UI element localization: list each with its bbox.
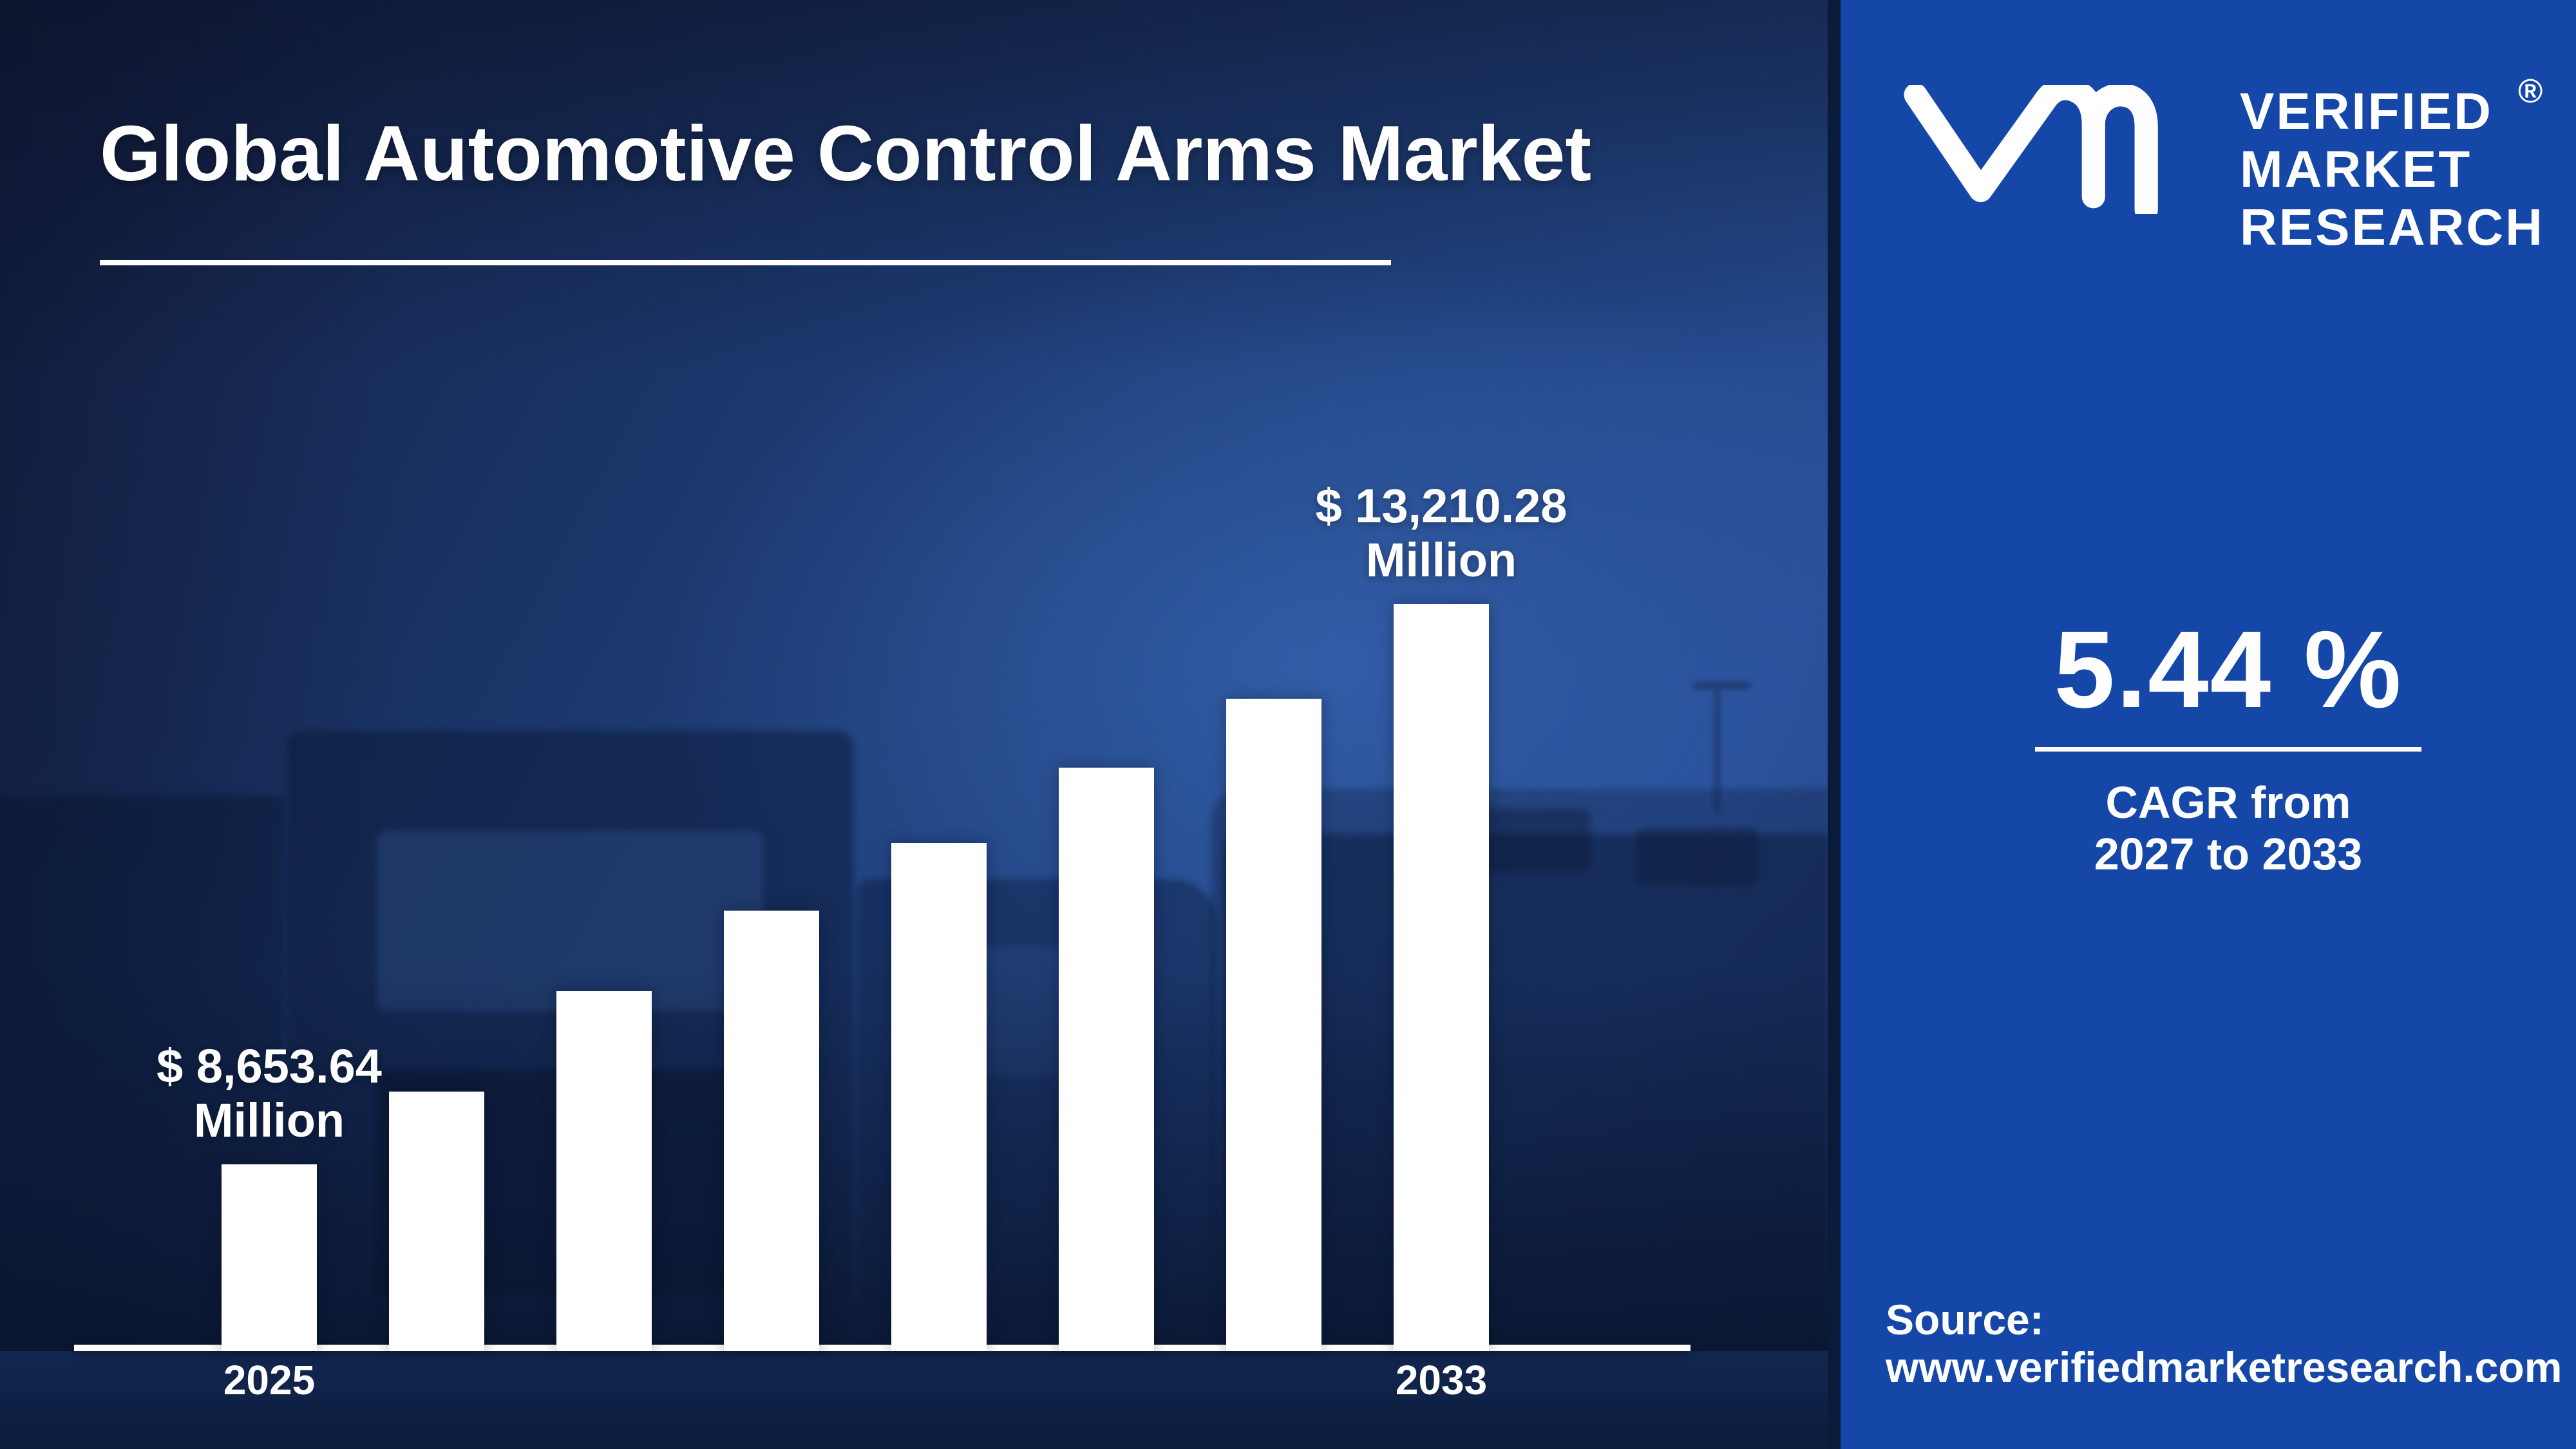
bar-unlabeled-6 xyxy=(1059,768,1154,1351)
x-tick-label: 2025 xyxy=(223,1357,316,1403)
title-underline xyxy=(100,260,1391,265)
bar-2033 xyxy=(1394,604,1489,1351)
bar-value-label: $ 13,210.28 Million xyxy=(1315,479,1567,587)
x-tick-label: 2033 xyxy=(1395,1357,1488,1403)
bar-unlabeled-3 xyxy=(556,991,652,1351)
source-block: Source: www.verifiedmarketresearch.com xyxy=(1886,1296,2562,1391)
source-url[interactable]: www.verifiedmarketresearch.com xyxy=(1886,1343,2562,1391)
brand-wordmark: VERIFIED MARKET RESEARCH xyxy=(2240,82,2544,256)
page-title: Global Automotive Control Arms Market xyxy=(100,109,1591,197)
bar-unlabeled-5 xyxy=(891,843,987,1351)
street-lamp-silhouette xyxy=(1692,683,1750,688)
bar-unlabeled-4 xyxy=(724,911,819,1351)
source-label: Source: xyxy=(1886,1296,2044,1343)
bar-chart: 2025 $ 8,653.64 Million 2033 $ 13,210.28 Mill… xyxy=(74,479,1690,1403)
cagr-value: 5.44 % xyxy=(2054,609,2403,731)
vm-logo-icon xyxy=(1904,85,2158,214)
panel-divider xyxy=(1828,0,1841,1449)
street-lamp-silhouette xyxy=(1715,690,1719,813)
truck-row-silhouette xyxy=(1636,828,1758,886)
info-panel: VERIFIED MARKET RESEARCH ® 5.44 % CAGR f… xyxy=(1841,0,2576,1449)
cagr-caption-line2: 2027 to 2033 xyxy=(2094,829,2363,879)
cagr-caption-line1: CAGR from xyxy=(2105,777,2351,828)
bar-unlabeled-7 xyxy=(1226,699,1321,1351)
bar-unlabeled-2 xyxy=(389,1092,484,1351)
brand-line-research: RESEARCH xyxy=(2240,198,2544,256)
chart-section: Global Automotive Control Arms Market 20… xyxy=(0,0,1828,1449)
brand-line-market: MARKET xyxy=(2240,140,2472,198)
x-axis-line xyxy=(74,1345,1690,1351)
registered-trademark-icon: ® xyxy=(2518,73,2543,110)
brand-line-verified: VERIFIED xyxy=(2240,82,2493,140)
kpi-underline xyxy=(2035,747,2421,752)
bar-value-label: $ 8,653.64 Million xyxy=(156,1039,382,1147)
bar-2025 xyxy=(222,1164,317,1351)
cagr-caption: CAGR from 2027 to 2033 xyxy=(1861,777,2576,880)
bottom-band xyxy=(0,1351,1828,1449)
